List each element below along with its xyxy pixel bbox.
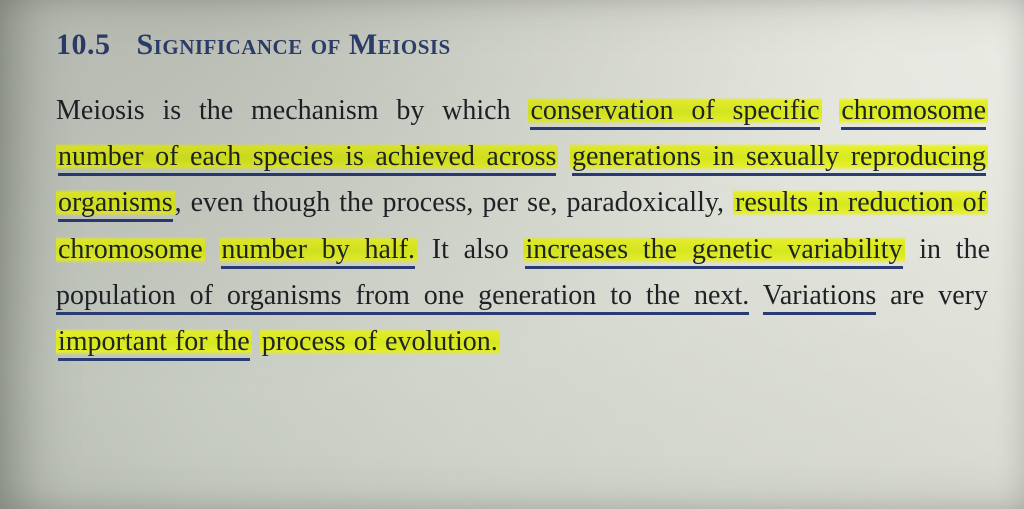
section-heading: 10.5 Significance of Meiosis xyxy=(56,28,988,62)
text-run xyxy=(252,326,260,357)
body-paragraph: Meiosis is the mechanism by which conser… xyxy=(56,88,988,365)
highlighted-text: number by half. xyxy=(219,234,417,265)
text-run: population of organisms from one generat… xyxy=(56,280,749,311)
section-number: 10.5 xyxy=(56,28,111,62)
text-run: Variations xyxy=(763,280,877,311)
underlined-text: number by half. xyxy=(221,234,415,269)
text-run: number by half. xyxy=(221,234,415,265)
text-run xyxy=(558,141,570,172)
underlined-text: increases the genetic variability xyxy=(525,234,902,269)
text-run xyxy=(205,234,220,265)
text-run xyxy=(822,95,840,126)
text-run: Meiosis is the mechanism by which xyxy=(56,95,528,126)
highlighted-text: important for the xyxy=(56,326,252,357)
underlined-text: conservation of specific xyxy=(530,95,819,130)
text-run: conservation of specific xyxy=(530,95,819,126)
section-title: Significance of Meiosis xyxy=(137,28,451,62)
text-run: important for the xyxy=(58,326,250,357)
underlined-text: population of organisms from one generat… xyxy=(56,280,749,315)
text-run: , even though the process, per se, parad… xyxy=(175,187,733,218)
highlighted-text: increases the genetic variability xyxy=(523,234,904,265)
text-run: are very xyxy=(876,280,988,311)
text-run: increases the genetic variability xyxy=(525,234,902,265)
text-run: in the xyxy=(905,234,991,265)
text-run: process of evolution. xyxy=(262,326,498,357)
textbook-page: 10.5 Significance of Meiosis Meiosis is … xyxy=(0,0,1024,509)
underlined-text: important for the xyxy=(58,326,250,361)
highlighted-text: conservation of specific xyxy=(528,95,821,126)
text-run: It also xyxy=(417,234,523,265)
text-run xyxy=(749,280,762,311)
highlighted-text: process of evolution. xyxy=(260,326,500,357)
underlined-text: Variations xyxy=(763,280,877,315)
